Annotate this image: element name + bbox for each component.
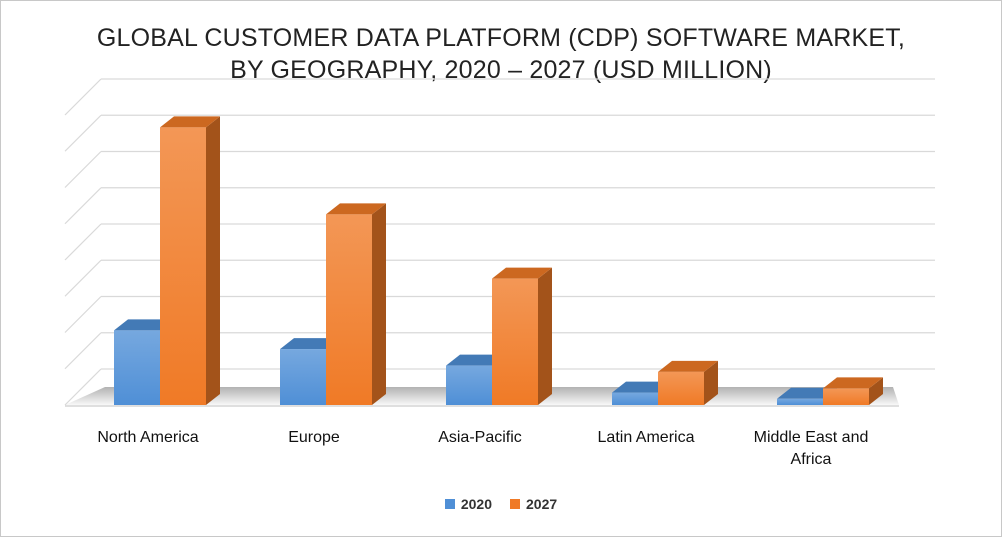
category-label-4: Middle East and Africa [753, 429, 869, 468]
category-label-3: Latin America [597, 429, 695, 446]
bar-2020-2-top [446, 354, 506, 366]
gridline-side-3 [64, 259, 102, 297]
gridline-side-2 [64, 296, 102, 333]
bar-2020-1-front [280, 349, 326, 405]
gridline-side-6 [64, 151, 102, 188]
bar-2020-3-top [612, 381, 672, 393]
legend-label-2020: 2020 [460, 496, 492, 512]
gridline-side-7 [64, 114, 102, 152]
gridline-side-5 [64, 187, 102, 225]
gridline-side-1 [64, 332, 102, 370]
bar-2027-4-front [823, 388, 869, 405]
bar-2020-0-front [114, 330, 160, 405]
bar-2027-1-front [326, 214, 372, 405]
bar-2027-3-front [658, 371, 704, 405]
gridline-side-0 [64, 368, 102, 406]
bar-2020-4-front [777, 398, 823, 405]
bar-2027-0-side [206, 116, 220, 405]
chart-title-line-1: GLOBAL CUSTOMER DATA PLATFORM (CDP) SOFT… [96, 24, 906, 52]
bar-2027-1-side [372, 203, 386, 405]
legend-swatch-2027 [510, 499, 520, 509]
bar-2020-0-top [114, 319, 174, 331]
gridline-side-8 [64, 78, 102, 116]
bar-2020-3-front [612, 392, 658, 405]
bar-2027-3-top [658, 360, 718, 372]
bar-2027-2-top [492, 267, 552, 279]
bar-2027-4-top [823, 377, 883, 389]
bar-2027-2-side [538, 267, 552, 405]
bar-2027-1-top [326, 203, 386, 215]
bar-2020-1-top [280, 338, 340, 350]
legend: 2020 2027 [0, 496, 1002, 512]
bar-2020-4-top [777, 387, 837, 399]
legend-item-2020: 2020 [444, 496, 492, 512]
bar-2027-0-front [160, 127, 206, 405]
gridline-side-4 [64, 223, 102, 261]
legend-label-2027: 2027 [526, 496, 558, 512]
bar-2027-4-side [869, 377, 883, 405]
legend-item-2027: 2027 [510, 496, 557, 512]
bar-2020-2-front [446, 365, 492, 405]
bar-2027-3-side [704, 360, 718, 405]
category-label-1: Europe [288, 429, 340, 446]
category-label-0: North America [97, 429, 199, 446]
category-label-2: Asia-Pacific [438, 429, 522, 446]
bar-2027-2-front [492, 278, 538, 405]
legend-swatch-2020 [444, 499, 455, 509]
bar-2027-0-top [160, 116, 220, 128]
